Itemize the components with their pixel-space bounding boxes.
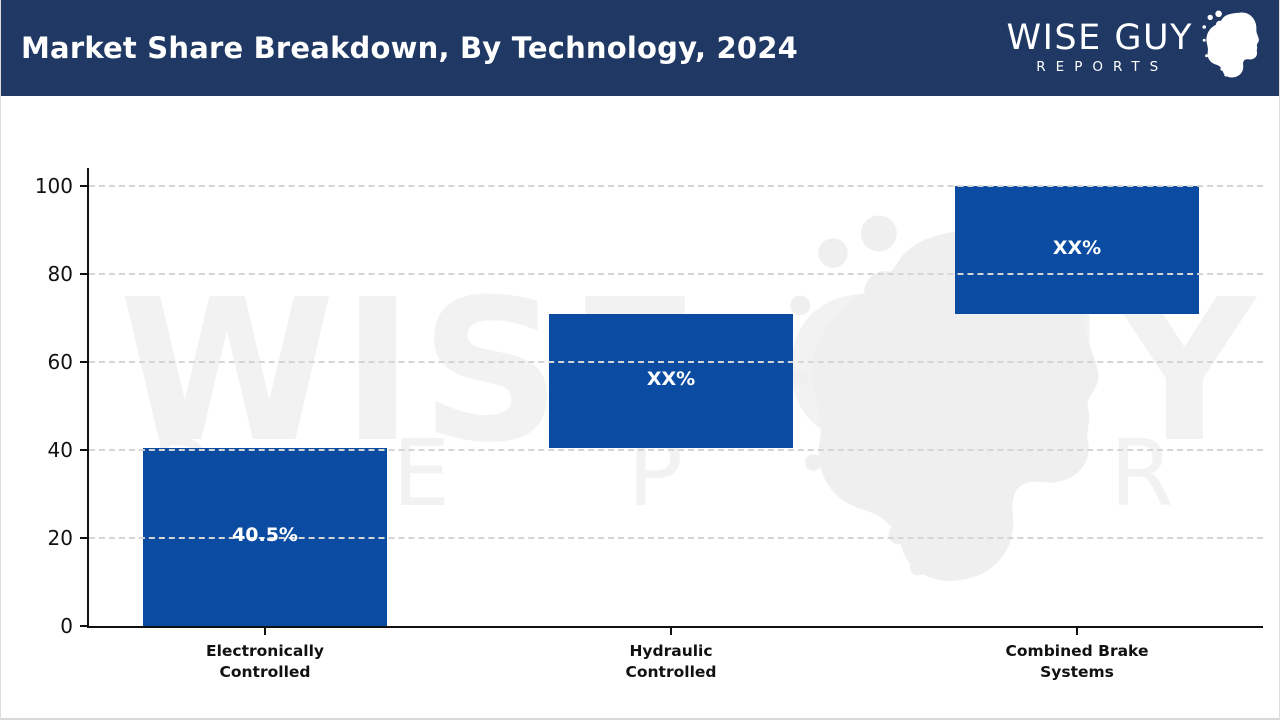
y-axis-tickmark (80, 537, 89, 539)
logo-title: WISE GUY (1006, 18, 1193, 58)
x-axis-spine (87, 626, 1263, 628)
y-axis-tickmark (80, 185, 89, 187)
bar-segment (955, 186, 1199, 314)
x-axis-category-line: Controlled (625, 662, 717, 681)
gridline (89, 449, 1263, 451)
x-axis-category-label: Combined Brake Systems (927, 641, 1227, 683)
watermark-face-icon (790, 215, 1099, 581)
y-axis-tickmark (80, 361, 89, 363)
logo-subtitle: REPORTS (1036, 59, 1169, 75)
y-axis-spine (87, 168, 89, 626)
x-axis-tickmark (670, 626, 672, 635)
y-axis-tick-label: 80 (47, 262, 73, 286)
gridline (89, 273, 1263, 275)
wiseguy-logo: WISE GUY REPORTS (1006, 8, 1263, 88)
logo-wordmark: WISE GUY REPORTS (1006, 18, 1193, 76)
gridline (89, 537, 1263, 539)
bar-value-label: XX% (646, 367, 696, 390)
bar-segment (549, 313, 793, 448)
page-title: Market Share Breakdown, By Technology, 2… (21, 31, 799, 65)
y-axis-tick-label: 0 (60, 614, 73, 638)
bar-value-label: XX% (1052, 236, 1102, 259)
y-axis-tick-label: 20 (47, 526, 73, 550)
y-axis-tick-label: 60 (47, 350, 73, 374)
x-axis-category-line: Systems (1040, 662, 1114, 681)
x-axis-category-label: Hydraulic Controlled (521, 641, 821, 683)
y-axis-tickmark (80, 273, 89, 275)
x-axis-category-label: Electronically Controlled (115, 641, 415, 683)
gridline (89, 185, 1263, 187)
header: Market Share Breakdown, By Technology, 2… (1, 0, 1279, 96)
y-axis-tickmark (80, 449, 89, 451)
x-axis-tickmark (1076, 626, 1078, 635)
x-axis-category-line: Electronically (205, 642, 325, 660)
gridline (89, 361, 1263, 363)
logo-face-icon (1202, 10, 1259, 78)
bar-segment (143, 447, 387, 626)
y-axis-tickmark (80, 625, 89, 627)
bar-value-label: 40.5% (232, 523, 298, 546)
x-axis-category-line: Combined Brake (1005, 642, 1149, 660)
y-axis-tick-label: 100 (34, 174, 73, 198)
x-axis-category-line: Controlled (219, 662, 311, 681)
x-axis-tickmark (264, 626, 266, 635)
y-axis-tick-label: 40 (47, 438, 73, 462)
x-axis-category-line: Hydraulic (629, 642, 713, 660)
